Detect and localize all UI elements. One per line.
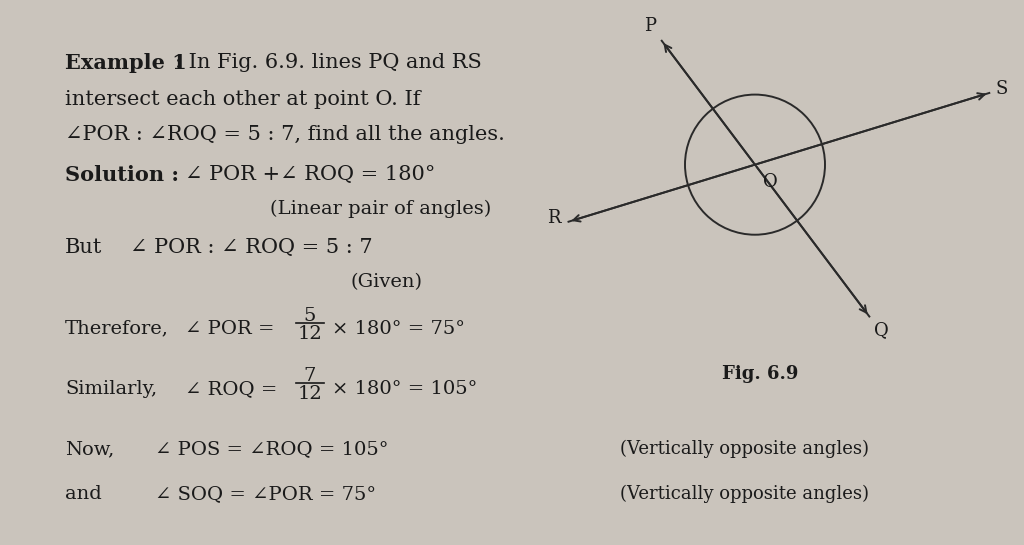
Text: Fig. 6.9: Fig. 6.9	[722, 365, 798, 383]
Text: Solution :: Solution :	[65, 165, 179, 185]
Text: ∠ ROQ =: ∠ ROQ =	[185, 380, 278, 398]
Text: 12: 12	[298, 325, 323, 343]
Text: 5: 5	[304, 307, 316, 325]
Text: (Vertically opposite angles): (Vertically opposite angles)	[620, 485, 869, 503]
Text: ∠ SOQ = ∠POR = 75°: ∠ SOQ = ∠POR = 75°	[155, 485, 376, 503]
Text: ∠ POR =: ∠ POR =	[185, 320, 274, 338]
Text: ∠ POR +∠ ROQ = 180°: ∠ POR +∠ ROQ = 180°	[185, 165, 435, 184]
Text: Q: Q	[874, 322, 889, 340]
Text: × 180° = 75°: × 180° = 75°	[332, 320, 465, 338]
Text: (Given): (Given)	[350, 272, 422, 290]
Text: O: O	[763, 173, 778, 191]
Text: Example 1: Example 1	[65, 52, 186, 72]
Text: (Vertically opposite angles): (Vertically opposite angles)	[620, 440, 869, 458]
Text: Now,: Now,	[65, 440, 115, 458]
Text: But: But	[65, 238, 102, 257]
Text: intersect each other at point O. If: intersect each other at point O. If	[65, 89, 421, 108]
Text: ∠POR : ∠ROQ = 5 : 7, find all the angles.: ∠POR : ∠ROQ = 5 : 7, find all the angles…	[65, 125, 505, 144]
Text: (Linear pair of angles): (Linear pair of angles)	[270, 199, 492, 218]
Text: R: R	[547, 209, 560, 227]
Text: 12: 12	[298, 385, 323, 403]
Text: ∠ POS = ∠ROQ = 105°: ∠ POS = ∠ROQ = 105°	[155, 440, 388, 458]
Text: 7: 7	[304, 367, 316, 385]
Text: S: S	[995, 80, 1008, 98]
Text: × 180° = 105°: × 180° = 105°	[332, 380, 477, 398]
Text: and: and	[65, 485, 101, 503]
Text: : In Fig. 6.9. lines PQ and RS: : In Fig. 6.9. lines PQ and RS	[175, 52, 481, 71]
Text: Therefore,: Therefore,	[65, 320, 169, 338]
Text: P: P	[644, 17, 655, 35]
Text: Similarly,: Similarly,	[65, 380, 157, 398]
Text: ∠ POR : ∠ ROQ = 5 : 7: ∠ POR : ∠ ROQ = 5 : 7	[130, 238, 373, 257]
